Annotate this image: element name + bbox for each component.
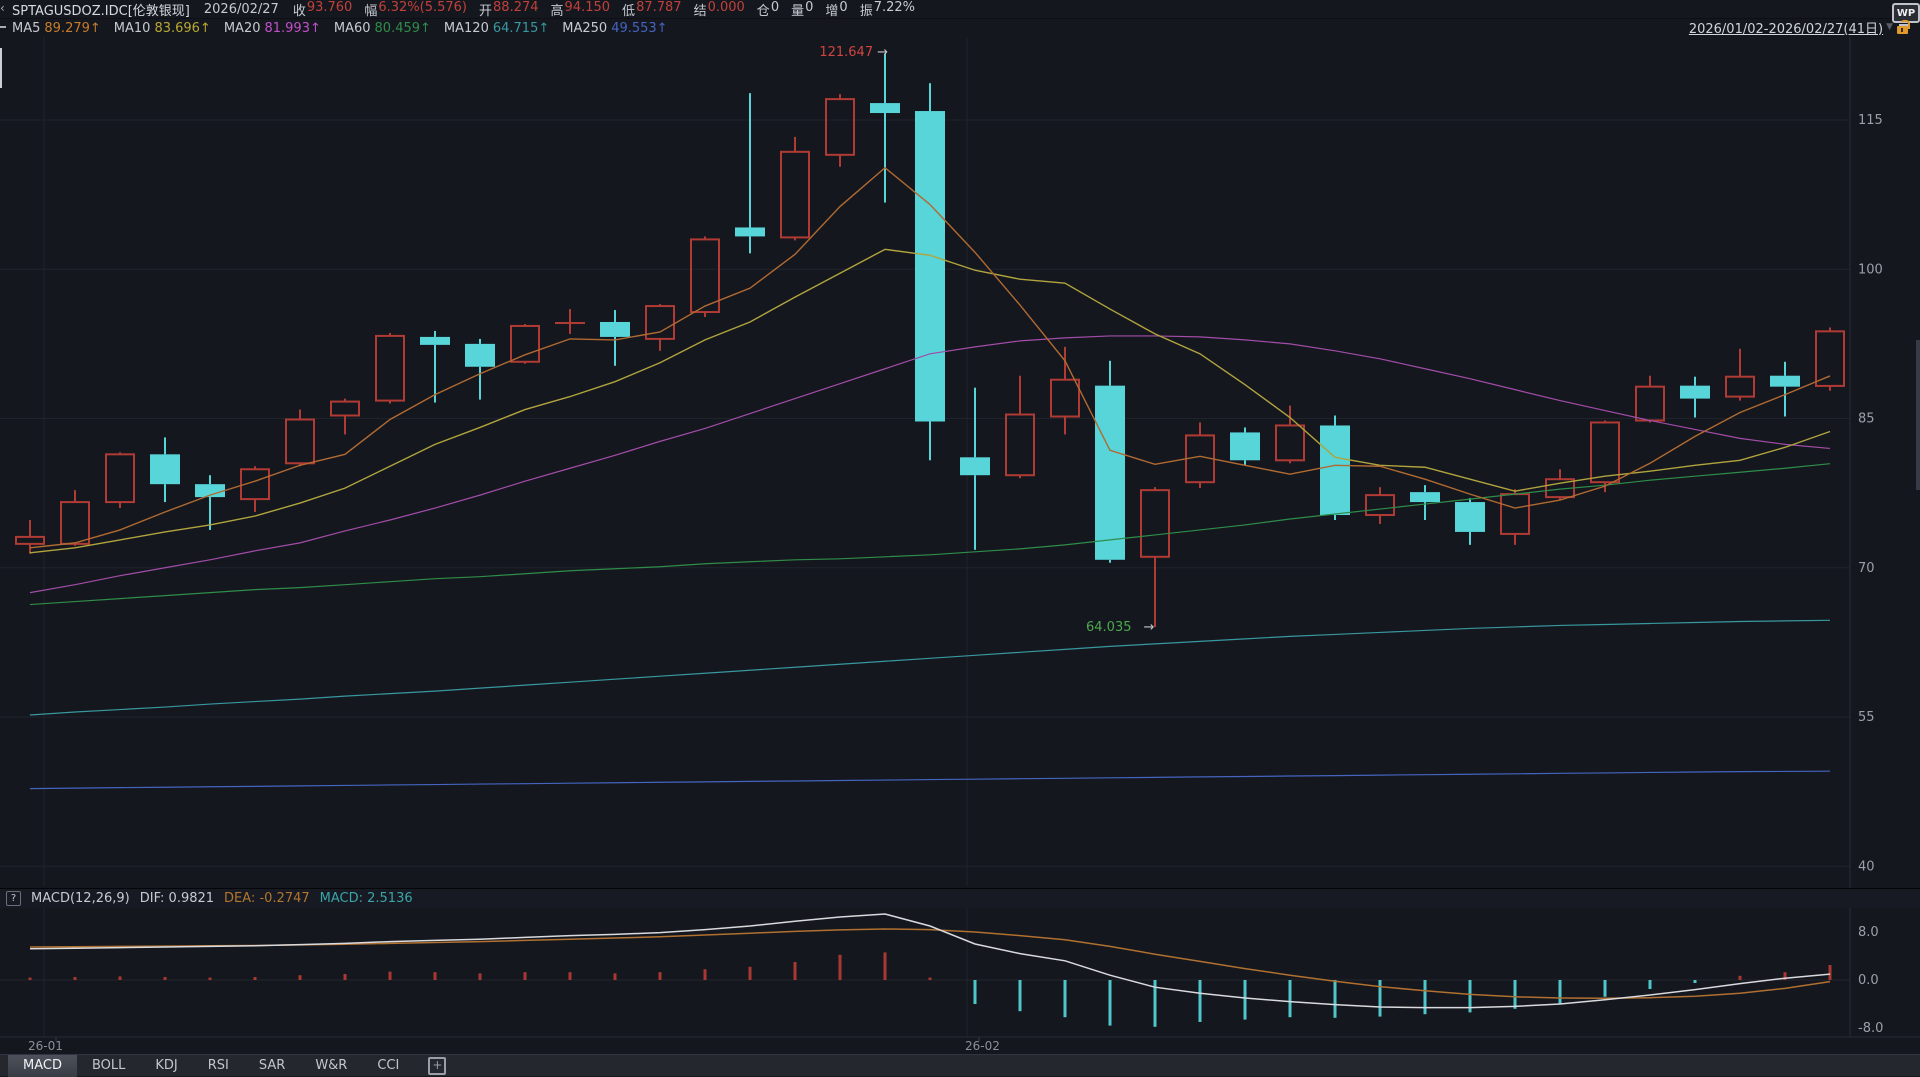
arrow-right-icon: → [1143,620,1155,635]
macd-axis-tick: -8.0 [1858,1021,1883,1036]
y-axis-tick: 70 [1858,561,1875,576]
quote-fields: 收 93.760 幅 6.32%(5.576) 开 88.274 高 94.150 低 87.78… [293,0,915,19]
low-price-value: 64.035 [1086,620,1132,635]
quote-field: 高 94.150 [550,0,611,19]
tab-wr[interactable]: W&R [315,1057,348,1073]
quote-field: 结 0.000 [693,0,745,19]
macd-axis-tick: 8.0 [1858,925,1879,940]
tab-kdj[interactable]: KDJ [155,1057,178,1073]
tab-cci[interactable]: CCI [377,1057,400,1073]
date-range-selector[interactable]: 2026/01/02-2026/02/27(41日) ▼ [1688,19,1910,37]
tab-boll[interactable]: BOLL [91,1057,126,1073]
y-axis-tick: 115 [1858,113,1883,128]
ma-values: MA5 89.279↑ MA10 83.696↑ MA20 81.993↑ MA60 80.4… [12,21,668,36]
ma-value: MA60 80.459↑ [333,20,431,36]
macd-macd-value: MACD: 2.5136 [319,891,413,906]
add-indicator-icon[interactable]: + [428,1056,447,1075]
tab-macd[interactable]: MACD [8,1054,77,1077]
macd-dea-value: DEA: -0.2747 [224,891,310,906]
ma-value: MA10 83.696↑ [113,20,211,36]
ma-value: MA5 89.279↑ [12,20,101,36]
y-axis-tick: 55 [1858,710,1875,725]
help-icon[interactable]: ? [6,891,21,906]
high-price-value: 121.647 [819,45,874,60]
y-axis-tick: 85 [1858,412,1875,427]
macd-title[interactable]: MACD(12,26,9) [31,891,130,906]
ma-value: MA20 81.993↑ [223,20,321,36]
y-axis-tick: 40 [1858,859,1875,874]
macd-indicator-header: ? MACD(12,26,9) DIF: 0.9821 DEA: -0.2747… [0,888,1920,908]
macd-axis-tick: 0.0 [1858,973,1879,988]
trade-date: 2026/02/27 [203,1,279,17]
indicator-tabs: MACD BOLL KDJ RSI SAR W&R CCI [8,1054,414,1077]
ma-indicator-bar: MA5 89.279↑ MA10 83.696↑ MA20 81.993↑ MA60 80.4… [0,19,1920,37]
ma-value: MA250 49.553↑ [562,20,668,36]
macd-dif-value: DIF: 0.9821 [139,891,215,906]
unlock-icon[interactable] [1897,20,1910,34]
high-price-annotation: 121.647 → [819,45,888,60]
quote-field: 低 87.787 [622,0,682,19]
low-price-annotation: 64.035 → [1086,620,1154,635]
edge-dash [0,26,6,28]
ma-value: MA120 64.715↑ [443,20,550,36]
y-axis-tick: 100 [1858,262,1883,277]
edge-marker [0,48,2,88]
x-axis-label-jan: 26-01 [28,1039,63,1053]
date-range-label[interactable]: 2026/01/02-2026/02/27(41日) [1688,21,1884,37]
x-axis-label-feb: 26-02 [965,1039,1000,1053]
right-scrollbar-thumb[interactable] [1916,340,1920,490]
tab-rsi[interactable]: RSI [207,1057,229,1073]
quote-field: 开 88.274 [479,0,539,19]
indicator-tab-bar: MACD BOLL KDJ RSI SAR W&R CCI + [0,1054,1920,1077]
header-bar: SPTAGUSDOZ.IDC[伦敦银现] 2026/02/27 收 93.760 幅… [0,0,1920,19]
chevron-down-icon[interactable]: ▼ [1886,22,1893,32]
quote-field: 振 7.22% [859,0,916,19]
collapse-left-icon[interactable]: ‹ [0,1,5,15]
quote-field: 收 93.760 [292,0,353,19]
quote-field: 幅 6.32%(5.576) [364,0,468,19]
ticker-symbol[interactable]: SPTAGUSDOZ.IDC[伦敦银现] [12,3,190,19]
tab-sar[interactable]: SAR [258,1057,286,1073]
arrow-right-icon: → [877,45,888,60]
